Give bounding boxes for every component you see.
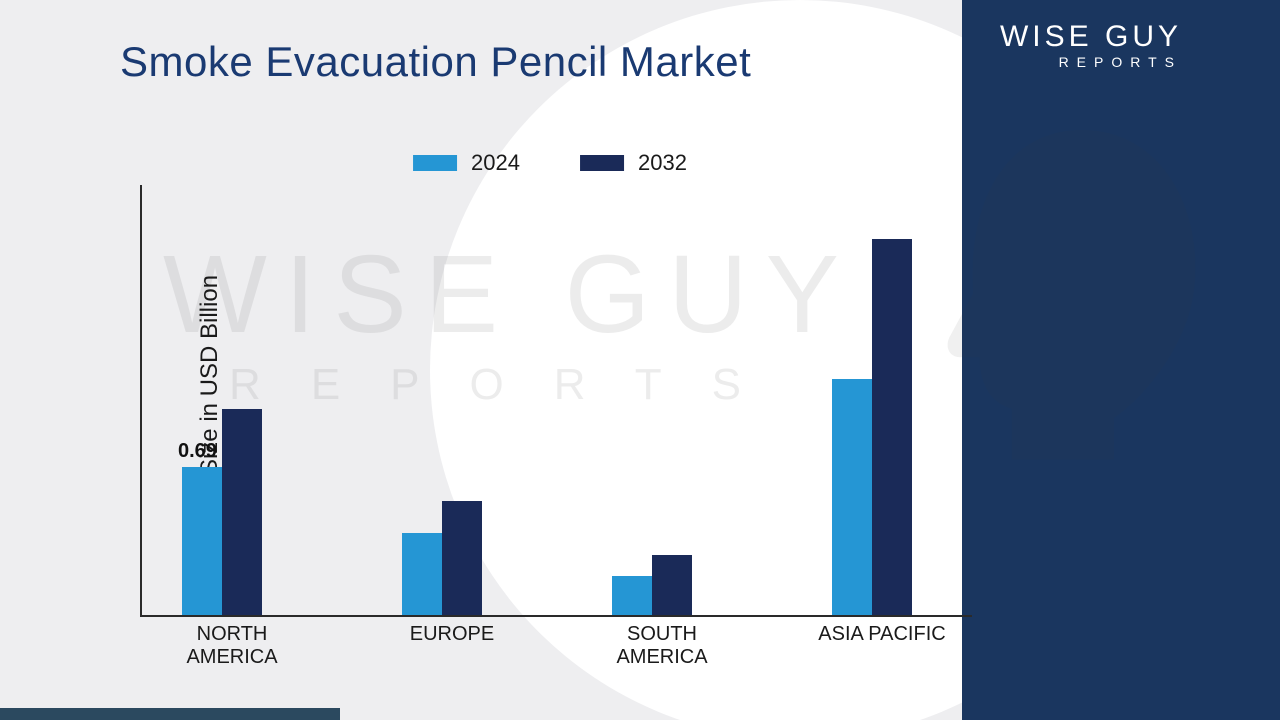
logo-head-icon xyxy=(1268,16,1280,98)
legend-swatch-2032 xyxy=(580,155,624,171)
page-title: Smoke Evacuation Pencil Market xyxy=(120,38,751,86)
bottom-accent-bar xyxy=(0,708,340,720)
category-label: SOUTH AMERICA xyxy=(587,623,737,669)
bar xyxy=(652,555,692,615)
legend-label-2024: 2024 xyxy=(471,150,520,176)
category-label: EUROPE xyxy=(377,623,527,646)
bar-group: 0.69NORTH AMERICA xyxy=(182,185,282,615)
logo-main: WISE GUY xyxy=(1000,22,1182,52)
bar-group: ASIA PACIFIC xyxy=(832,185,932,615)
brand-logo: WISE GUY REPORTS xyxy=(1078,22,1260,70)
category-label: ASIA PACIFIC xyxy=(807,623,957,646)
legend-item-2032: 2032 xyxy=(580,150,687,176)
bar xyxy=(222,409,262,615)
legend-item-2024: 2024 xyxy=(413,150,520,176)
logo-sub: REPORTS xyxy=(1000,54,1182,70)
bar-group: SOUTH AMERICA xyxy=(612,185,712,615)
bar xyxy=(612,576,652,615)
plot-area: 0.69NORTH AMERICA EUROPE SOUTH AMERICA ASIA… xyxy=(140,185,972,617)
bar xyxy=(442,501,482,615)
legend: 2024 2032 xyxy=(413,150,687,176)
bar-group: EUROPE xyxy=(402,185,502,615)
bar xyxy=(182,467,222,615)
bar xyxy=(832,379,872,616)
bar-chart: Market Size in USD Billion 2024 2032 0.6… xyxy=(110,170,990,660)
canvas: WISE GUY REPORTS Smoke Evacuation Pencil… xyxy=(0,0,1280,720)
legend-swatch-2024 xyxy=(413,155,457,171)
category-label: NORTH AMERICA xyxy=(157,623,307,669)
legend-label-2032: 2032 xyxy=(638,150,687,176)
bar-value-label: 0.69 xyxy=(178,440,217,463)
bar xyxy=(872,239,912,615)
bar xyxy=(402,533,442,615)
